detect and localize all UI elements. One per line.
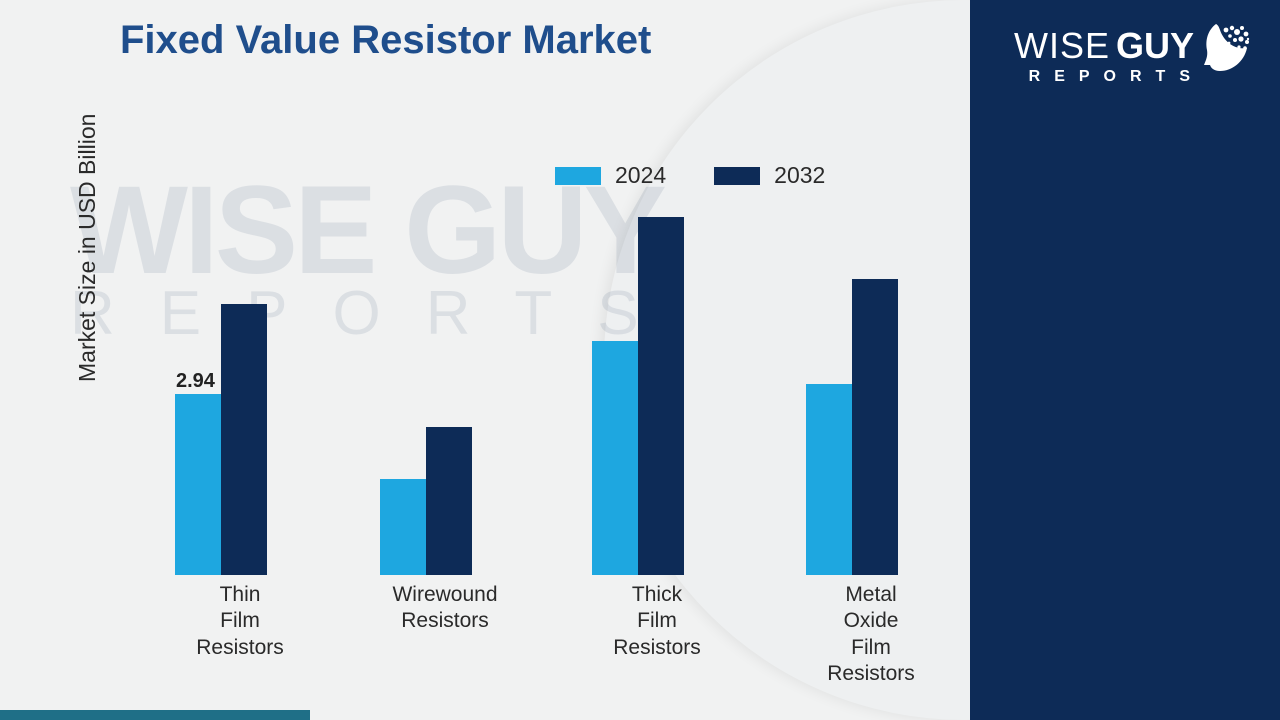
x-axis-label: ThickFilmResistors [577, 582, 737, 661]
legend-item-0: 2024 [555, 162, 666, 189]
bar-group-1 [380, 205, 472, 575]
bar-group-3 [806, 205, 898, 575]
y-axis-label: Market Size in USD Billion [74, 114, 101, 382]
bar-2024 [806, 384, 852, 575]
brand-logo: WISE GUY REPORTS [995, 20, 1250, 86]
bar-2024 [592, 341, 638, 575]
head-icon [1202, 20, 1250, 72]
legend: 2024 2032 [555, 162, 825, 189]
bar-2032 [426, 427, 472, 575]
logo-text-wise: WISE [1014, 25, 1110, 67]
bottom-accent-bar [0, 710, 310, 720]
bar-2024 [175, 394, 221, 575]
bar-value-label: 2.94 [176, 370, 215, 393]
bar-chart [100, 205, 960, 575]
logo-text-guy: GUY [1116, 25, 1194, 67]
bar-2032 [221, 304, 267, 575]
x-axis-label: WirewoundResistors [365, 582, 525, 635]
x-axis-label: ThinFilmResistors [160, 582, 320, 661]
legend-swatch [555, 167, 601, 185]
legend-label: 2024 [615, 162, 666, 189]
bar-2032 [852, 279, 898, 575]
x-axis-label: MetalOxideFilmResistors [791, 582, 951, 687]
chart-slide: WISE GUY REPORTS Fixed Value Resistor Ma… [0, 0, 1280, 720]
legend-item-1: 2032 [714, 162, 825, 189]
legend-label: 2032 [774, 162, 825, 189]
chart-title: Fixed Value Resistor Market [120, 18, 651, 63]
legend-swatch [714, 167, 760, 185]
right-brand-band [970, 0, 1280, 720]
bar-2024 [380, 479, 426, 575]
bar-2032 [638, 217, 684, 575]
bar-group-2 [592, 205, 684, 575]
